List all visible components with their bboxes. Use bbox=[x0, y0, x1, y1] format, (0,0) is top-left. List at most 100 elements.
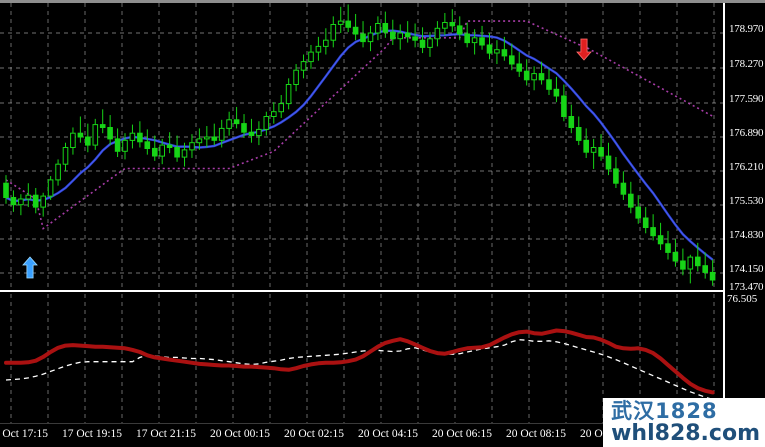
candle-body bbox=[680, 260, 686, 270]
indicator-signal-line bbox=[4, 328, 715, 395]
candle-body bbox=[598, 147, 604, 157]
candle-body bbox=[672, 251, 679, 262]
candle-body bbox=[434, 27, 441, 40]
candle-body bbox=[18, 198, 24, 206]
candle-body bbox=[709, 271, 716, 281]
candle-body bbox=[657, 235, 664, 245]
candle-body bbox=[561, 95, 567, 117]
candle-body bbox=[99, 124, 106, 128]
time-axis-label: 20 Oct 02:15 bbox=[283, 428, 345, 440]
candle-body bbox=[137, 132, 143, 143]
arrow-down-icon bbox=[576, 38, 592, 61]
time-axis-label: 20 Oct 00:15 bbox=[209, 428, 271, 440]
price-pane[interactable] bbox=[0, 3, 723, 291]
moving-average-line bbox=[5, 29, 714, 261]
candle-body bbox=[271, 111, 277, 117]
candle-body bbox=[442, 22, 448, 29]
candle-body bbox=[382, 23, 389, 33]
candle-body bbox=[702, 265, 709, 273]
time-axis-label: 17 Oct 21:15 bbox=[135, 428, 197, 440]
candle-body bbox=[300, 61, 307, 71]
price-axis-label: 178.270 bbox=[729, 58, 764, 70]
candle-body bbox=[70, 132, 76, 148]
watermark-line-2: whl828.com bbox=[611, 421, 760, 446]
candle-body bbox=[479, 37, 485, 46]
candle-body bbox=[575, 127, 582, 141]
axis-separator-horizontal bbox=[0, 423, 765, 424]
candle-body bbox=[471, 37, 478, 44]
candle-body bbox=[360, 33, 366, 43]
candle-body bbox=[62, 147, 69, 165]
candle-body bbox=[122, 139, 128, 152]
candle-body bbox=[367, 32, 374, 43]
time-axis-label: 17 Oct 19:15 bbox=[61, 428, 123, 440]
candle-series bbox=[3, 4, 716, 286]
indicator-reference-line bbox=[5, 339, 713, 401]
candle-body bbox=[152, 147, 158, 157]
candle-body bbox=[211, 136, 218, 141]
candle-body bbox=[501, 49, 508, 57]
candle-body bbox=[129, 132, 136, 141]
candle-body bbox=[40, 195, 47, 208]
candle-body bbox=[546, 79, 552, 90]
price-axis-label: 175.530 bbox=[729, 195, 764, 207]
candle-body bbox=[181, 149, 188, 158]
watermark: 武汉1828 whl828.com bbox=[603, 398, 765, 447]
candle-body bbox=[159, 144, 165, 157]
candle-body bbox=[337, 20, 344, 25]
candle-body bbox=[92, 124, 99, 146]
parabolic-sar-line bbox=[5, 20, 713, 230]
candle-body bbox=[687, 256, 694, 270]
candle-body bbox=[315, 45, 322, 53]
candle-body bbox=[375, 23, 381, 34]
candle-body bbox=[85, 136, 91, 146]
candle-body bbox=[330, 24, 337, 41]
buy-arrow[interactable] bbox=[22, 256, 38, 279]
candle-body bbox=[3, 182, 9, 198]
pane-divider bbox=[0, 290, 723, 292]
arrow-up-icon bbox=[22, 256, 38, 279]
axis-separator-vertical bbox=[723, 3, 725, 423]
price-axis-label: 177.590 bbox=[729, 93, 764, 105]
candle-body bbox=[635, 206, 642, 219]
candle-body bbox=[196, 138, 203, 144]
candle-body bbox=[538, 73, 545, 81]
price-axis[interactable]: 178.970 178.270 177.590 176.890 176.210 175.5… bbox=[725, 0, 765, 293]
candle-body bbox=[285, 84, 292, 105]
time-axis-label: 20 Oct 06:15 bbox=[431, 428, 493, 440]
candle-body bbox=[650, 227, 656, 237]
candle-body bbox=[174, 147, 180, 158]
candle-body bbox=[263, 116, 270, 130]
price-axis-label: 178.970 bbox=[729, 23, 764, 35]
price-axis-label: 176.890 bbox=[729, 127, 764, 139]
indicator-axis[interactable]: 76.505 bbox=[725, 294, 765, 314]
candle-body bbox=[427, 38, 433, 48]
watermark-line-1: 武汉1828 bbox=[611, 399, 718, 423]
time-axis[interactable]: 17 Oct 17:15 17 Oct 19:15 17 Oct 21:15 20 O… bbox=[0, 424, 765, 447]
candle-body bbox=[345, 20, 351, 28]
candle-body bbox=[107, 127, 113, 140]
candle-body bbox=[620, 182, 627, 195]
candle-body bbox=[226, 119, 232, 129]
indicator-pane[interactable] bbox=[0, 294, 723, 423]
candle-body bbox=[486, 44, 493, 54]
candle-body bbox=[166, 144, 173, 149]
candle-body bbox=[25, 194, 32, 200]
candle-body bbox=[204, 136, 210, 140]
sell-arrow[interactable] bbox=[576, 38, 592, 61]
indicator-chart-svg bbox=[4, 294, 715, 423]
time-axis-label: 17 Oct 17:15 bbox=[0, 428, 49, 440]
candle-body bbox=[531, 73, 537, 81]
candle-body bbox=[55, 163, 61, 181]
candle-body bbox=[256, 128, 262, 137]
candle-body bbox=[10, 197, 17, 206]
candle-body bbox=[605, 155, 612, 170]
candle-body bbox=[464, 33, 470, 44]
price-chart-svg bbox=[0, 3, 723, 291]
candle-body bbox=[449, 22, 456, 27]
candle-body bbox=[412, 36, 418, 41]
candle-body bbox=[293, 69, 299, 85]
candle-body bbox=[308, 51, 314, 63]
indicator-axis-label: 76.505 bbox=[727, 293, 758, 305]
